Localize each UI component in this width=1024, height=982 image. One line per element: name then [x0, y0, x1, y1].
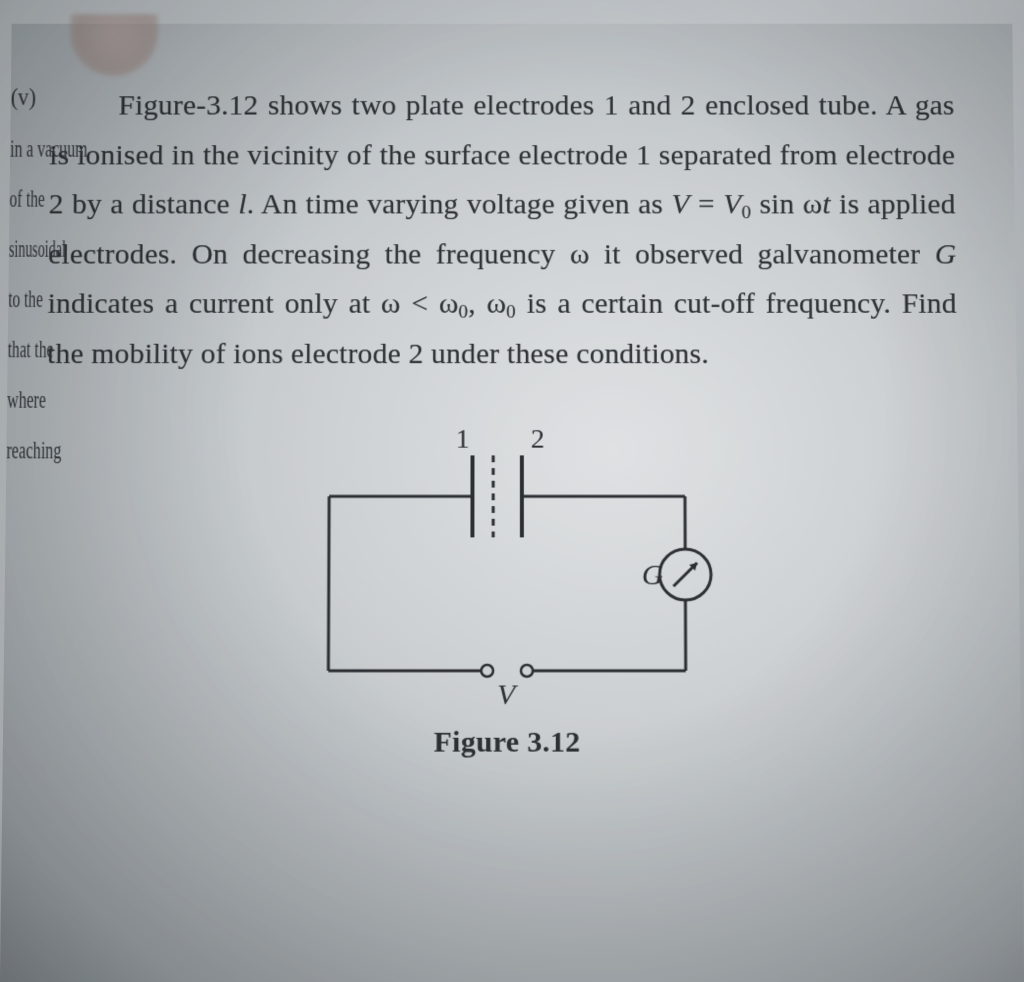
- thumb-shadow: [70, 14, 159, 76]
- margin-fragment-2: of the: [9, 185, 45, 214]
- margin-fragment-1: in a vacuum: [10, 135, 88, 164]
- voltage-source: V: [481, 664, 533, 710]
- electrode-2-label: 2: [531, 423, 545, 454]
- circuit-diagram: 1 2 G V: [288, 408, 725, 711]
- galvanometer: G: [642, 549, 712, 600]
- margin-fragment-7: reaching: [6, 436, 61, 465]
- problem-body: Figure-3.12 shows two plate electrodes 1…: [47, 90, 957, 370]
- electrodes: 1 2: [456, 423, 545, 537]
- margin-fragment-6: where: [7, 385, 46, 414]
- page-surface: (v) in a vacuum of the sinusoidal to the…: [0, 24, 1024, 982]
- galvanometer-label: G: [642, 559, 664, 591]
- source-label: V: [497, 679, 518, 711]
- circuit-loop: [328, 496, 685, 670]
- problem-text: Figure-3.12 shows two plate electrodes 1…: [47, 81, 958, 379]
- electrode-1-label: 1: [456, 423, 470, 454]
- figure-container: 1 2 G V Figure 3.12: [33, 408, 982, 759]
- margin-fragment-marker: (v): [11, 83, 37, 112]
- margin-fragment-3: sinusoidal: [9, 235, 66, 264]
- figure-caption: Figure 3.12: [434, 725, 581, 759]
- margin-fragment-5: that the: [8, 335, 54, 364]
- margin-fragment-4: to the: [8, 285, 43, 314]
